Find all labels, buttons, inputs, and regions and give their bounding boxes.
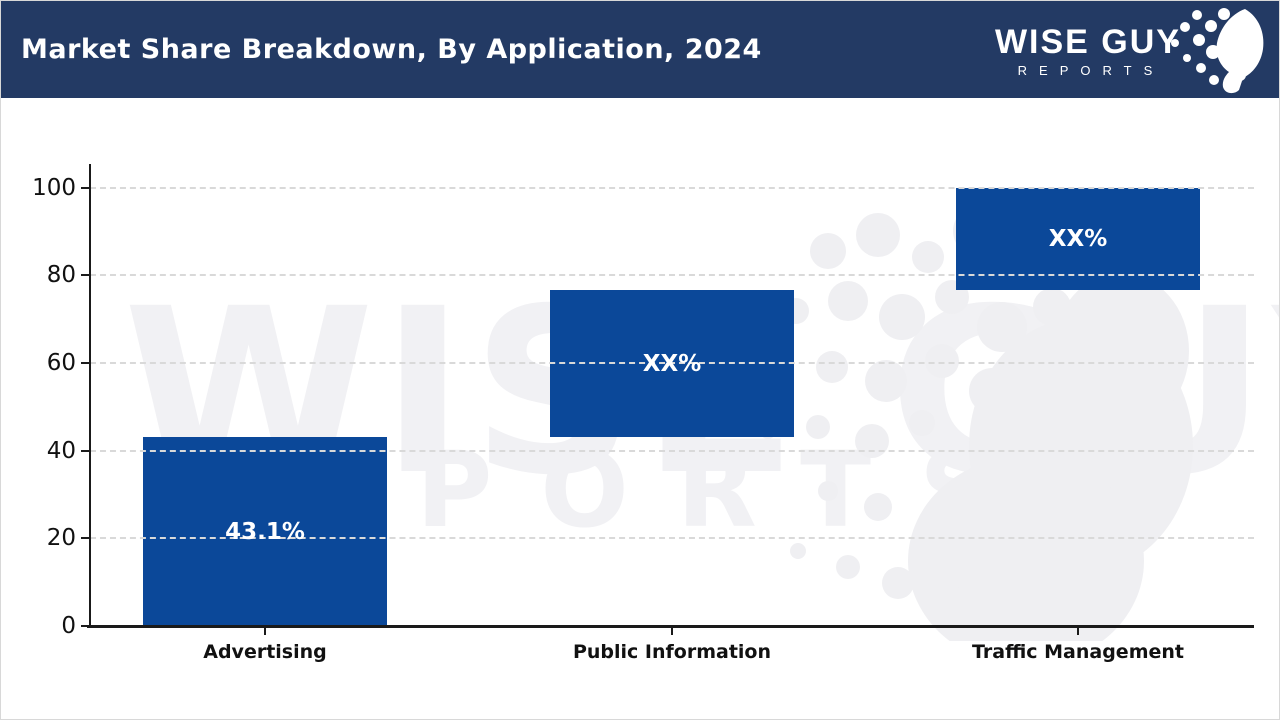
y-tick-60 — [81, 361, 90, 364]
bar-value-label: XX% — [1048, 225, 1108, 252]
y-tick-label-40: 40 — [46, 437, 76, 464]
y-tick-label-100: 100 — [32, 174, 76, 201]
gridline-60 — [90, 361, 1254, 364]
brand-name: WISE GUY — [994, 22, 1181, 61]
y-tick-label-60: 60 — [46, 349, 76, 376]
y-tick-40 — [81, 449, 90, 452]
x-tick-1 — [671, 627, 673, 635]
y-tick-80 — [81, 274, 90, 277]
gridline-40 — [90, 449, 1254, 452]
bar-advertising — [143, 437, 387, 626]
y-tick-label-80: 80 — [46, 262, 76, 289]
brand-face-icon — [1171, 8, 1264, 94]
y-axis-line — [89, 164, 91, 628]
brand-logo: WISE GUY REPORTS — [995, 5, 1267, 95]
bar-value-label: XX% — [642, 350, 702, 377]
y-tick-20 — [81, 537, 90, 540]
x-tick-2 — [1077, 627, 1079, 635]
header-bar: Market Share Breakdown, By Application, … — [1, 1, 1279, 98]
y-tick-100 — [81, 186, 90, 189]
gridline-80 — [90, 274, 1254, 277]
bar-value-label: 43.1% — [225, 518, 305, 545]
x-axis-line — [87, 625, 1254, 628]
y-tick-label-20: 20 — [46, 525, 76, 552]
bar-traffic-management — [956, 187, 1200, 291]
watermark-face-icon — [760, 211, 1193, 641]
gridline-100 — [90, 186, 1254, 189]
x-category-label: Public Information — [572, 641, 772, 663]
x-tick-0 — [264, 627, 266, 635]
gridline-20 — [90, 537, 1254, 540]
y-tick-0 — [81, 625, 90, 627]
chart-title: Market Share Breakdown, By Application, … — [21, 34, 762, 65]
x-category-label: Advertising — [203, 641, 327, 663]
brand-subtitle: REPORTS — [1017, 62, 1165, 78]
y-tick-label-0: 0 — [61, 613, 76, 639]
x-category-label: Traffic Management — [972, 641, 1184, 663]
